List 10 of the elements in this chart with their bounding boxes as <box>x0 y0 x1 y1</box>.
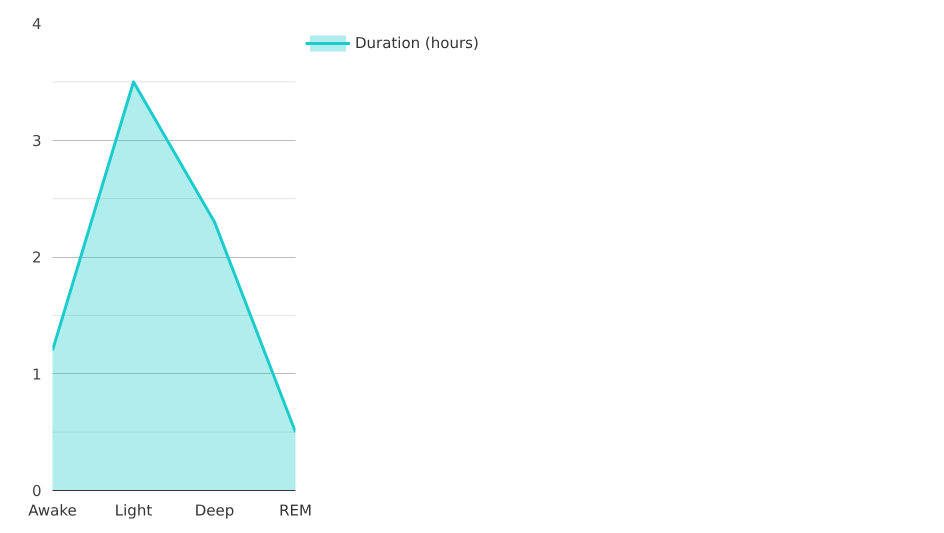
y-tick-label: 0 <box>32 482 42 500</box>
x-tick-label: Light <box>114 502 152 520</box>
x-tick-label: Deep <box>194 502 234 520</box>
y-tick-label: 1 <box>32 365 42 384</box>
legend-label: Duration (hours) <box>355 34 479 52</box>
x-tick-label: Awake <box>28 502 77 520</box>
y-tick-label: 2 <box>32 248 42 266</box>
x-tick-label: REM <box>279 502 312 520</box>
y-tick-label: 4 <box>32 15 42 33</box>
y-tick-label: 3 <box>32 132 42 150</box>
